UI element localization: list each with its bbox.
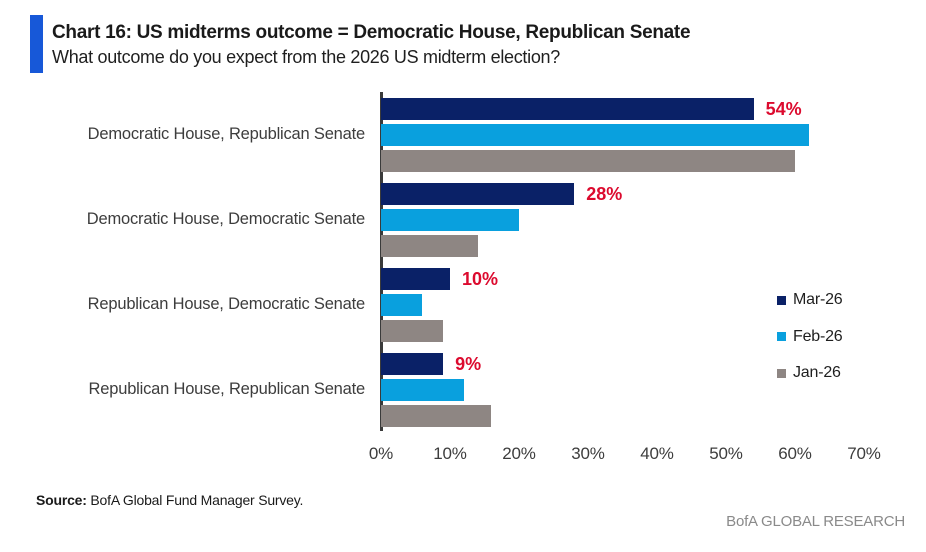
legend-swatch-jan-26 xyxy=(777,368,786,378)
category-label: Democratic House, Republican Senate xyxy=(87,125,366,143)
data-label: 9% xyxy=(455,354,482,374)
bar-jan-26 xyxy=(381,405,492,427)
category-label: Republican House, Democratic Senate xyxy=(87,295,366,313)
legend-entry-feb-26: Feb-26 xyxy=(777,327,843,345)
bar-jan-26 xyxy=(381,235,478,257)
source-text: BofA Global Fund Manager Survey. xyxy=(86,492,304,508)
bar-mar-26 xyxy=(381,268,450,290)
legend-entry-jan-26: Jan-26 xyxy=(777,364,841,381)
bar-feb-26 xyxy=(381,379,464,401)
legend-label: Mar-26 xyxy=(793,291,843,308)
legend-swatch-mar-26 xyxy=(777,295,786,305)
bar-mar-26 xyxy=(381,98,754,120)
category-label: Democratic House, Democratic Senate xyxy=(86,210,365,228)
source-note: Source: BofA Global Fund Manager Survey. xyxy=(36,492,303,508)
x-tick-label: 30% xyxy=(571,444,605,463)
bar-feb-26 xyxy=(381,124,809,146)
legend-swatch-feb-26 xyxy=(777,332,786,341)
x-tick-label: 60% xyxy=(778,444,812,463)
bar-feb-26 xyxy=(381,294,423,316)
chart-subtitle: What outcome do you expect from the 2026… xyxy=(52,47,560,67)
title-accent-bar xyxy=(30,15,43,73)
x-tick-label: 40% xyxy=(640,444,674,463)
x-tick-label: 50% xyxy=(709,444,743,463)
data-label: 28% xyxy=(586,184,623,204)
legend-label: Jan-26 xyxy=(793,364,841,381)
bar-mar-26 xyxy=(381,183,575,205)
chart-title: Chart 16: US midterms outcome = Democrat… xyxy=(52,22,691,43)
y-axis-line xyxy=(380,92,383,431)
source-label: Source: xyxy=(36,492,87,508)
bar-mar-26 xyxy=(381,353,444,375)
data-label: 10% xyxy=(462,269,499,289)
category-label: Republican House, Republican Senate xyxy=(88,380,366,398)
x-tick-label: 70% xyxy=(847,444,881,463)
x-tick-label: 10% xyxy=(433,444,467,463)
data-label: 54% xyxy=(765,99,802,119)
x-tick-label: 0% xyxy=(368,444,394,463)
bar-feb-26 xyxy=(381,209,519,231)
bar-jan-26 xyxy=(381,150,795,172)
legend-label: Feb-26 xyxy=(793,327,843,345)
brand-mark: BofA GLOBAL RESEARCH xyxy=(726,513,905,530)
bar-jan-26 xyxy=(381,320,444,342)
x-tick-label: 20% xyxy=(502,444,536,463)
legend-entry-mar-26: Mar-26 xyxy=(777,291,843,308)
